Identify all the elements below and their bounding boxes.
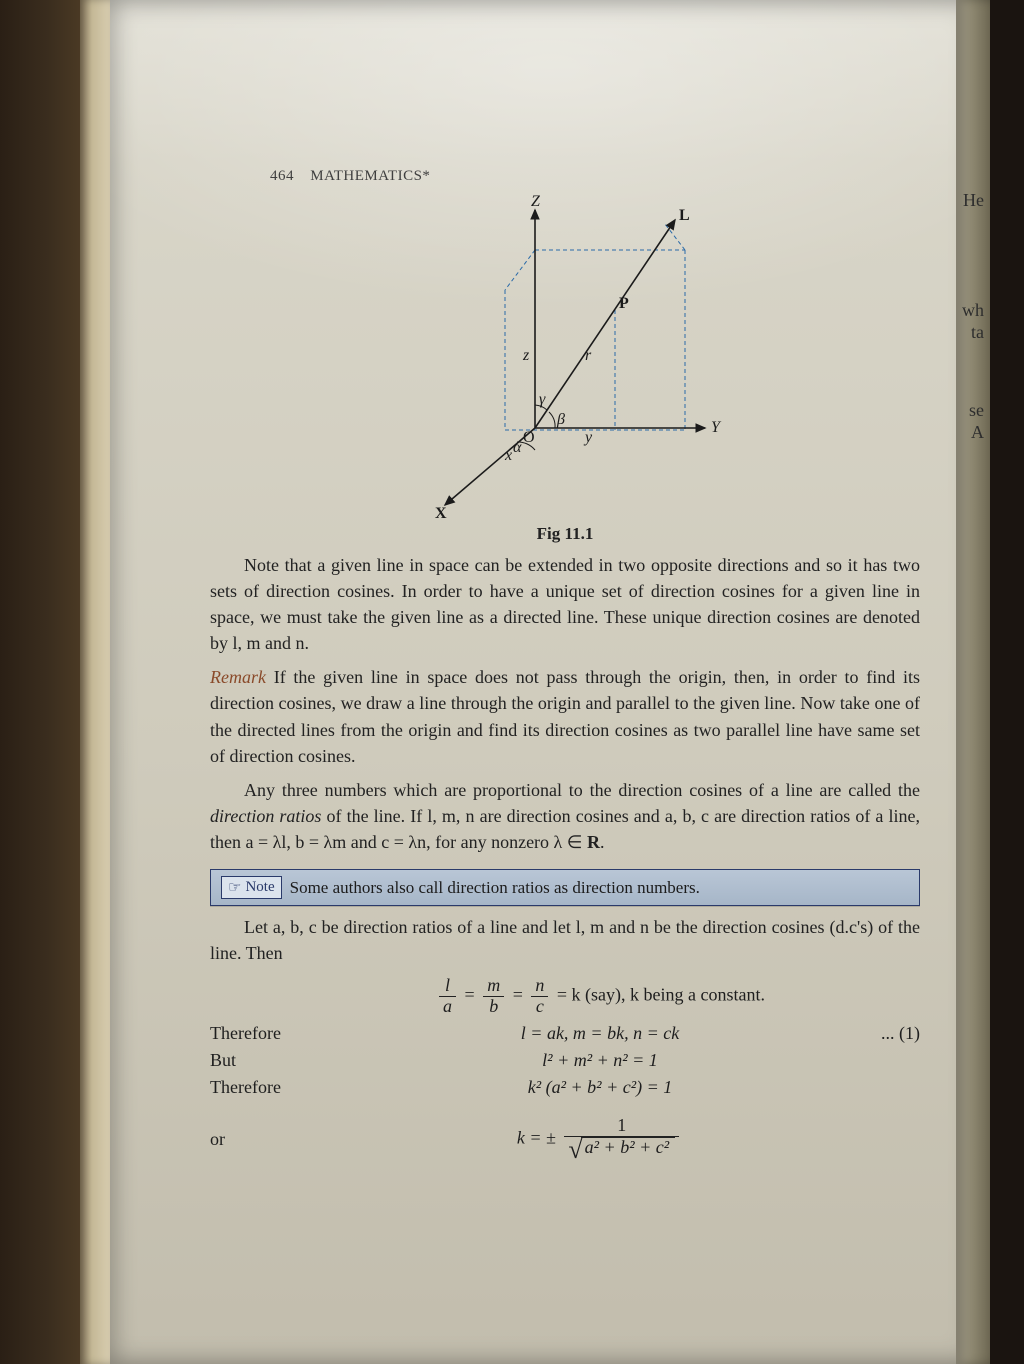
svg-text:γ: γ [539,391,546,408]
svg-text:O: O [523,429,535,446]
pointing-hand-icon: ☞ [228,878,241,897]
eq2: l = ak, m = bk, n = ck [340,1023,860,1044]
eq3: l² + m² + n² = 1 [340,1050,860,1071]
desk-surface-left [0,0,80,1364]
label-therefore-2: Therefore [210,1077,340,1098]
eq4: k² (a² + b² + c²) = 1 [340,1077,860,1098]
svg-text:L: L [679,207,690,224]
note-text: Some authors also call direction ratios … [290,878,700,898]
svg-text:α: α [513,439,522,456]
label-or: or [210,1129,340,1150]
note-box: ☞ Note Some authors also call direction … [210,869,920,906]
label-therefore-1: Therefore [210,1023,340,1044]
margin-se: se [969,400,984,421]
book-spine [80,0,110,1364]
svg-text:P: P [619,295,629,312]
svg-text:r: r [585,347,592,364]
figure-11-1: Z Y X L P O α β γ x y z r [385,190,745,520]
page-header: 464 MATHEMATICS* [270,168,430,185]
paragraph-1: Note that a given line in space can be e… [210,552,920,656]
svg-text:X: X [435,505,447,520]
p3-a: Any three numbers which are proportional… [244,780,920,800]
svg-text:y: y [583,429,593,446]
margin-wh: wh [962,300,984,321]
margin-A: A [971,422,984,443]
paragraph-3: Any three numbers which are proportional… [210,777,920,855]
note-badge-label: Note [245,879,274,896]
paragraph-1-text: Note that a given line in space can be e… [210,555,920,653]
textbook-page: 464 MATHEMATICS* [110,0,990,1364]
p3-R: R [587,832,600,852]
note-badge: ☞ Note [221,876,282,899]
eq-line-5: or k = ± 1 √ a² + b² + c² [210,1116,920,1163]
book-title: MATHEMATICS* [310,168,430,184]
eq-line-2: Therefore l = ak, m = bk, n = ck ... (1) [210,1023,920,1044]
p3-c: . [600,832,605,852]
eq-line-1: la = mb = nc = k (say), k being a consta… [210,976,920,1017]
eq5-num: 1 [564,1116,679,1137]
svg-text:Z: Z [531,193,541,210]
eq-line-3: But l² + m² + n² = 1 [210,1050,920,1071]
margin-he: He [963,190,984,211]
eq2-num: ... (1) [860,1023,920,1044]
margin-ta: ta [971,322,984,343]
paragraph-remark: Remark If the given line in space does n… [210,664,920,768]
label-but: But [210,1050,340,1071]
equation-block: la = mb = nc = k (say), k being a consta… [210,976,920,1162]
svg-text:z: z [522,347,530,364]
page-number: 464 [270,168,294,184]
paragraph-4: Let a, b, c be direction ratios of a lin… [210,914,920,966]
eq5-rad: a² + b² + c² [581,1137,675,1163]
paragraph-2-text: If the given line in space does not pass… [210,667,920,765]
eq-line-4: Therefore k² (a² + b² + c²) = 1 [210,1077,920,1098]
svg-text:x: x [504,447,512,464]
remark-label: Remark [210,667,266,687]
paragraph-4-text: Let a, b, c be direction ratios of a lin… [210,917,920,963]
svg-text:Y: Y [711,419,722,436]
figure-caption: Fig 11.1 [210,524,920,544]
eq1-tail: = k (say), k being a constant. [557,985,765,1005]
eq5-lhs: k = ± [517,1127,556,1147]
p3-italic: direction ratios [210,806,321,826]
svg-text:β: β [556,411,565,428]
